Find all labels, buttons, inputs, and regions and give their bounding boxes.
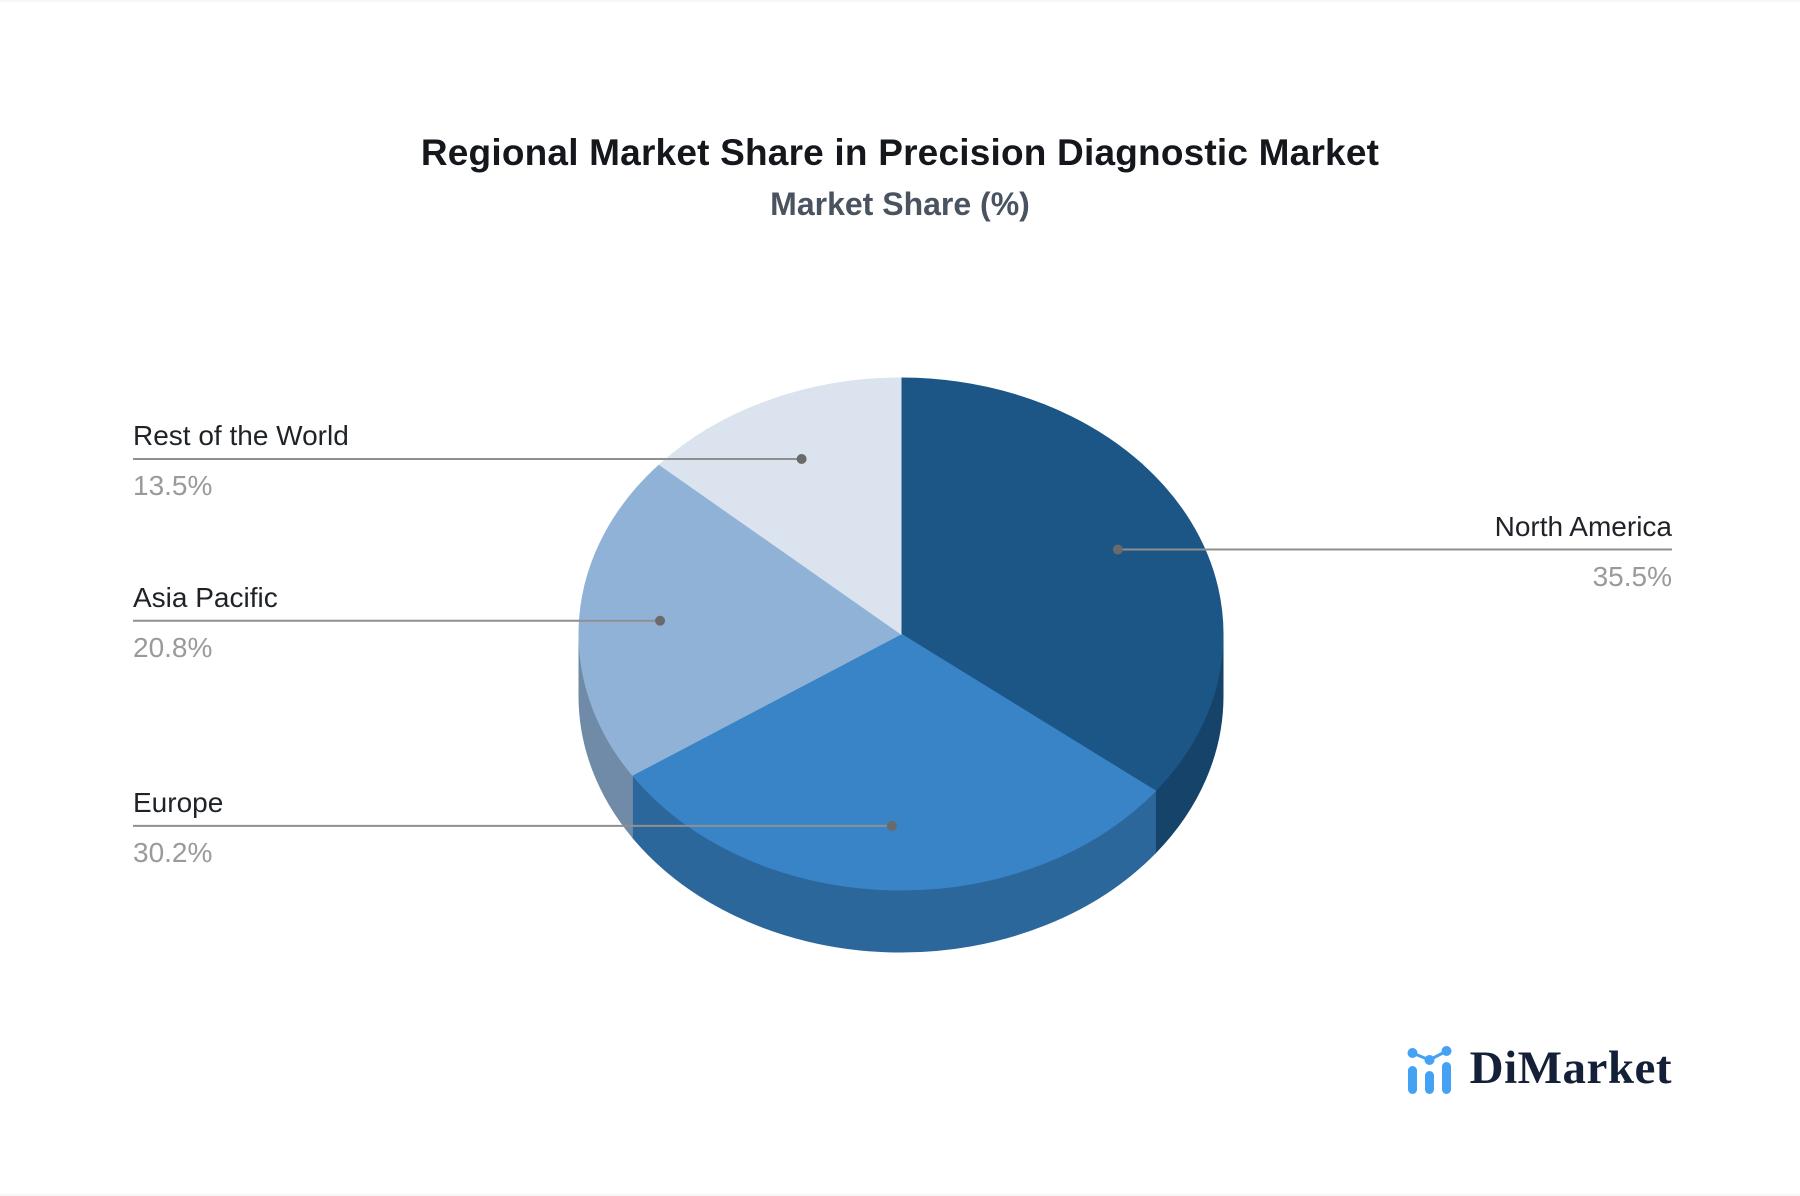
slice-value: 13.5% (133, 470, 213, 501)
callout-asia-pacific: Asia Pacific 20.8% (133, 581, 278, 665)
slice-value: 20.8% (133, 631, 213, 663)
slice-label: Asia Pacific (133, 581, 278, 613)
pie-slice-north-america[interactable] (900, 377, 1224, 792)
logo-text: DiMarket (1469, 1042, 1672, 1094)
callout-europe: Europe 30.2% (133, 786, 223, 870)
slice-label: North America (1494, 510, 1672, 542)
slice-value: 30.2% (133, 836, 213, 868)
callout-rest-of-the-world: Rest of the World 13.5% (133, 419, 349, 503)
pie-slice-rest-of-the-world[interactable] (658, 377, 902, 635)
callout-dot-north-america (1112, 544, 1123, 555)
callout-north-america: North America 35.5% (1495, 510, 1672, 594)
chart-subtitle: Market Share (%) (770, 186, 1030, 222)
dimarket-logo: DiMarket (1406, 1038, 1672, 1094)
bar-line-chart-icon (1407, 1046, 1452, 1094)
pie-slice-asia-pacific[interactable] (578, 464, 902, 776)
slice-label: Rest of the World (133, 420, 349, 451)
callout-dot-rest-of-the-world (796, 454, 807, 465)
slice-label: Europe (133, 786, 224, 818)
callout-dot-europe (886, 820, 897, 831)
chart-title: Regional Market Share in Precision Diagn… (420, 132, 1380, 173)
callout-dot-asia-pacific (655, 615, 666, 626)
slice-value: 35.5% (1592, 560, 1672, 592)
